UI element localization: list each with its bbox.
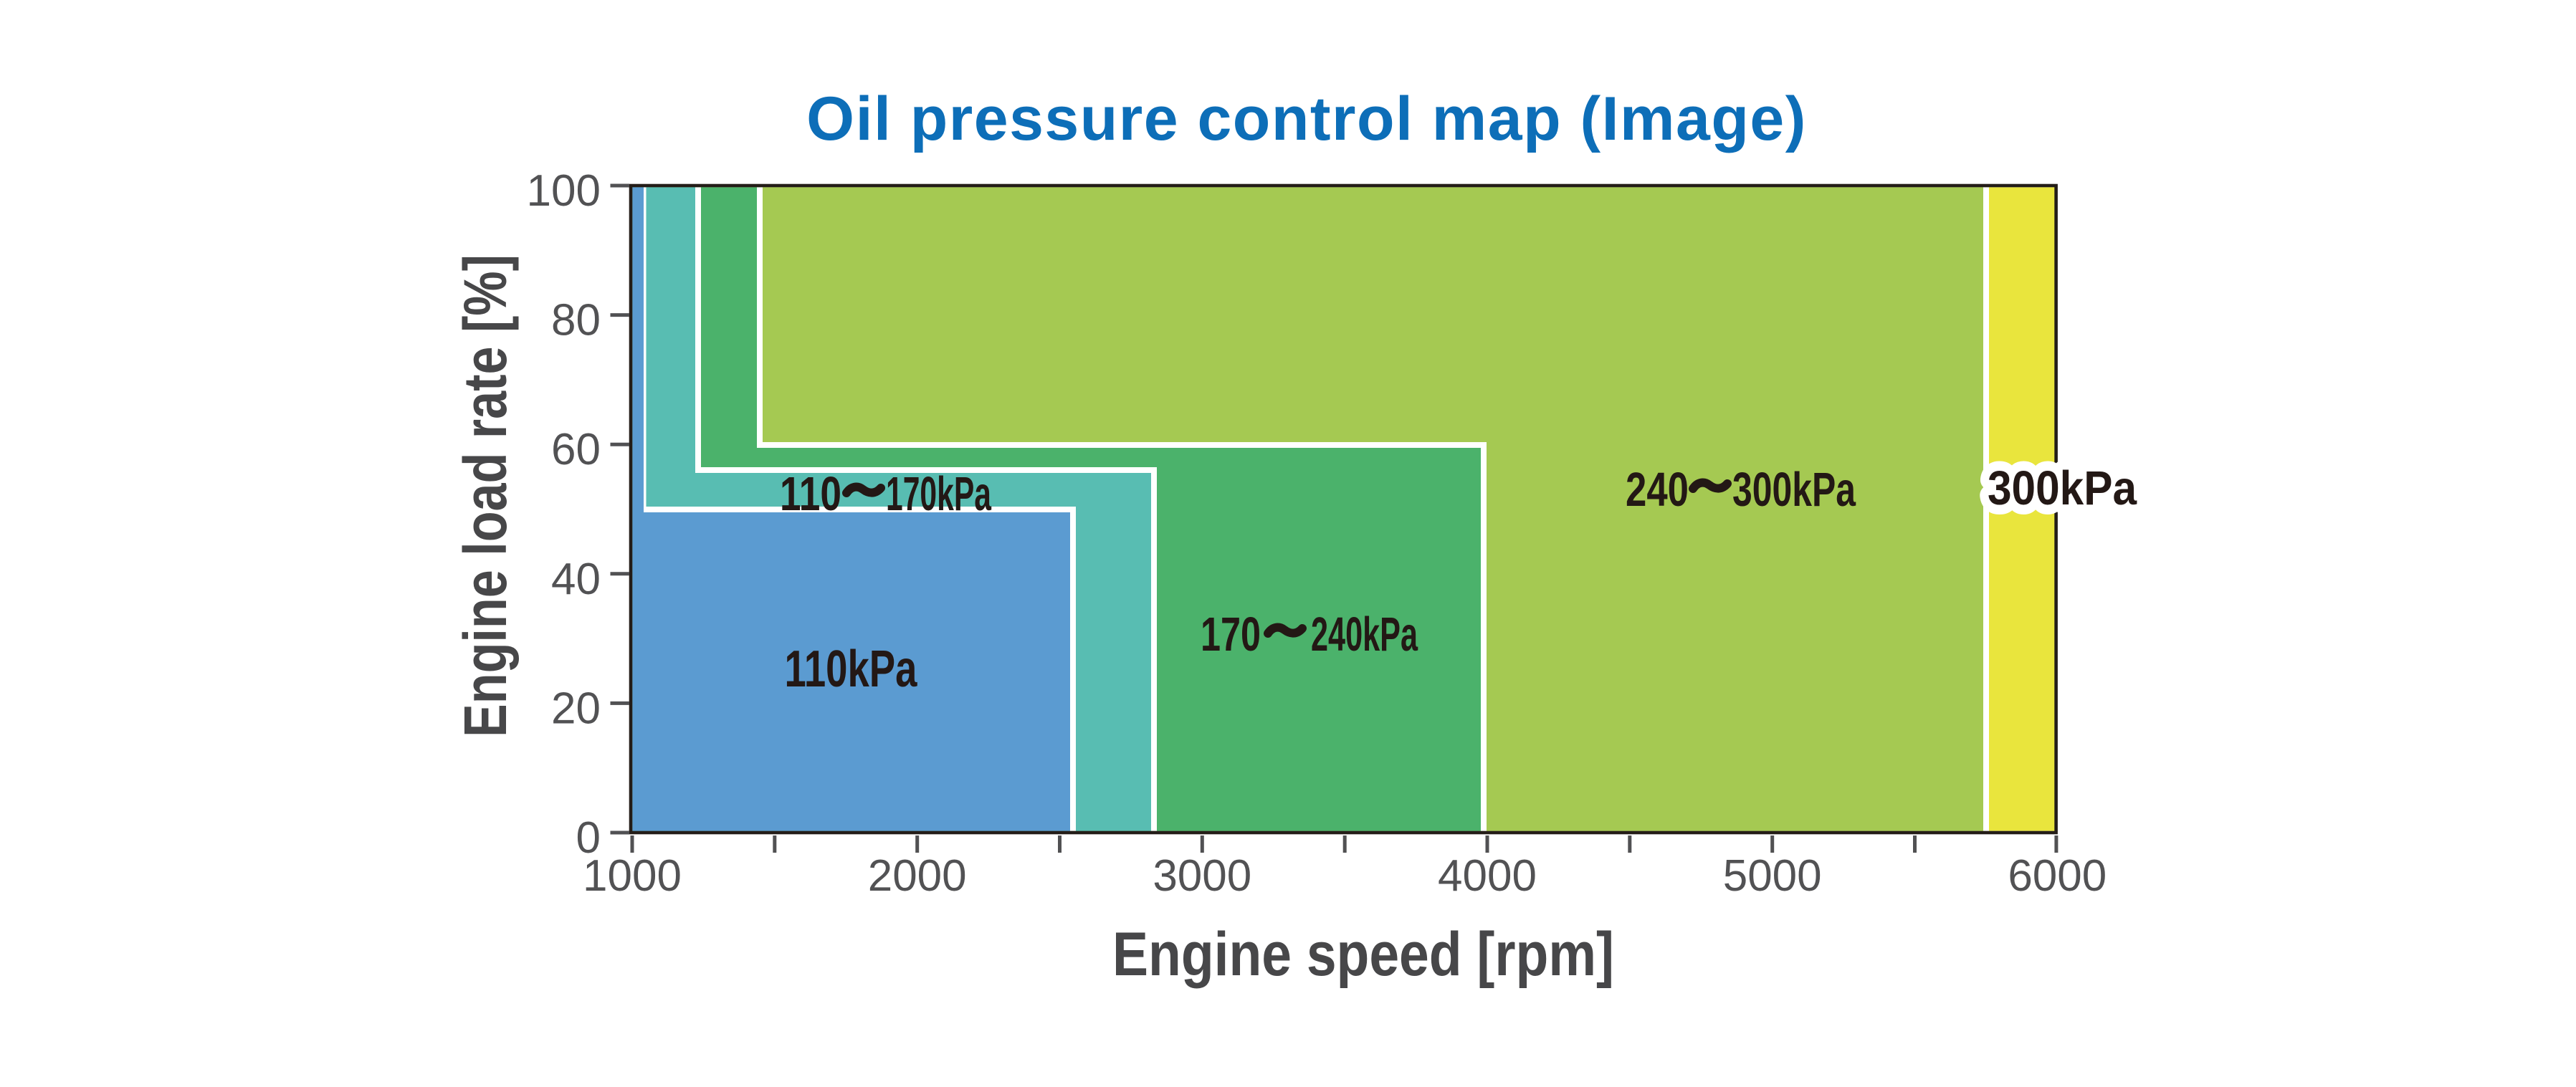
svg-text:4000: 4000: [1438, 851, 1537, 901]
svg-text:110kPa: 110kPa: [785, 641, 918, 698]
svg-text:300kPa: 300kPa: [1988, 461, 2137, 515]
svg-text:240: 240: [1626, 463, 1689, 517]
svg-text:1000: 1000: [583, 851, 682, 901]
svg-text:Engine load rate [%]: Engine load rate [%]: [452, 254, 519, 737]
svg-text:6000: 6000: [2008, 851, 2107, 901]
svg-text:60: 60: [551, 425, 601, 474]
svg-text:110: 110: [780, 467, 841, 521]
svg-text:Engine speed [rpm]: Engine speed [rpm]: [1112, 920, 1614, 989]
svg-text:300kPa: 300kPa: [1732, 463, 1856, 517]
svg-text:2000: 2000: [868, 851, 967, 901]
svg-text:0: 0: [576, 813, 601, 863]
svg-text:170: 170: [1201, 608, 1261, 661]
svg-text:80: 80: [551, 296, 601, 345]
svg-text:Oil pressure control map (Imag: Oil pressure control map (Image): [806, 85, 1807, 153]
svg-text:20: 20: [551, 684, 601, 733]
svg-text:240kPa: 240kPa: [1311, 608, 1418, 661]
svg-text:40: 40: [551, 555, 601, 604]
svg-text:100: 100: [527, 166, 601, 216]
svg-text:170kPa: 170kPa: [886, 467, 991, 521]
svg-text:3000: 3000: [1153, 851, 1251, 901]
svg-text:5000: 5000: [1723, 851, 1822, 901]
